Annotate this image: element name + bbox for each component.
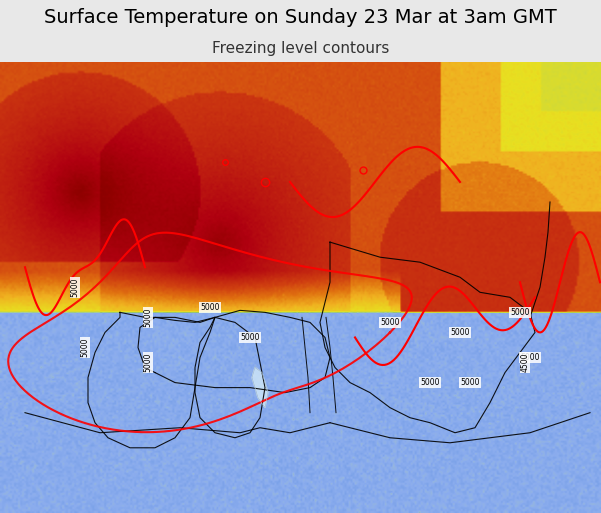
- Text: 5000: 5000: [240, 333, 260, 342]
- Text: 5000: 5000: [520, 353, 540, 362]
- Text: 5000: 5000: [460, 378, 480, 387]
- Text: 5000: 5000: [200, 303, 220, 312]
- Text: 5000: 5000: [70, 278, 79, 297]
- Text: 5000: 5000: [144, 353, 153, 372]
- Text: 5000: 5000: [450, 328, 470, 337]
- Polygon shape: [252, 367, 268, 408]
- Text: 5000: 5000: [420, 378, 440, 387]
- Text: 4500: 4500: [520, 353, 529, 372]
- Text: Freezing level contours: Freezing level contours: [212, 41, 389, 55]
- Text: 5000: 5000: [81, 338, 90, 357]
- Text: 5000: 5000: [380, 318, 400, 327]
- Text: 5000: 5000: [510, 308, 529, 317]
- Text: 5000: 5000: [144, 308, 153, 327]
- Text: Surface Temperature on Sunday 23 Mar at 3am GMT: Surface Temperature on Sunday 23 Mar at …: [44, 8, 557, 27]
